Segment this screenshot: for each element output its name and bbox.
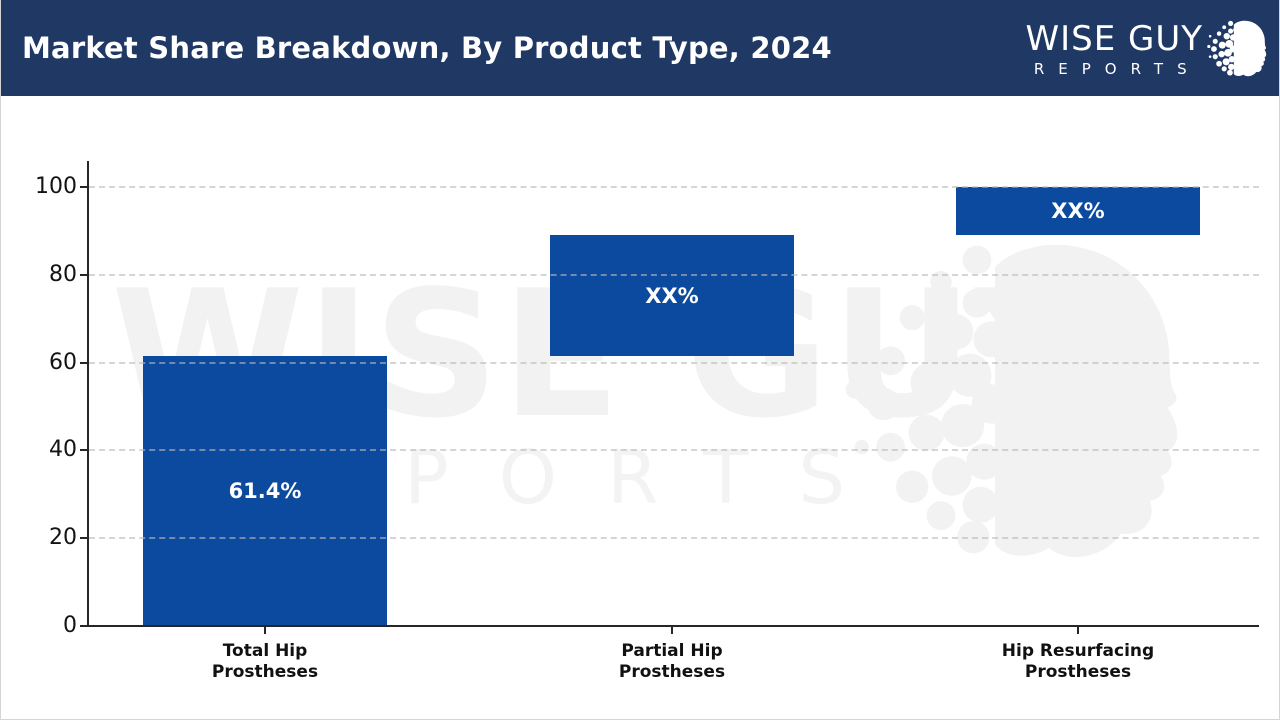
x-axis-tick-mark bbox=[264, 627, 266, 634]
y-axis-tick-label: 60 bbox=[49, 349, 77, 375]
wiseguy-logo-line1: WISE GUY bbox=[1025, 19, 1203, 59]
wiseguy-logo: WISE GUY REPORTS bbox=[1025, 8, 1269, 90]
y-axis-tick-label: 80 bbox=[49, 261, 77, 287]
y-axis-tick-mark bbox=[80, 273, 89, 276]
gridline-40 bbox=[89, 449, 1259, 452]
bar-segment-3 bbox=[956, 187, 1200, 236]
x-axis-category-label: Total Hip Prostheses bbox=[105, 641, 425, 683]
x-axis-category-line: Hip Resurfacing bbox=[1001, 641, 1155, 661]
bar-segment-1 bbox=[143, 356, 387, 626]
y-axis-tick-label: 0 bbox=[63, 613, 77, 638]
y-axis-tick-mark bbox=[80, 625, 89, 627]
bar-value-label: 61.4% bbox=[228, 479, 302, 504]
x-axis-category-line: Partial Hip bbox=[621, 641, 723, 661]
bar-value-label: XX% bbox=[645, 283, 699, 308]
gridline-60 bbox=[89, 361, 1259, 364]
y-axis-tick-mark bbox=[80, 537, 89, 540]
chart-title: Market Share Breakdown, By Product Type,… bbox=[22, 31, 832, 65]
wiseguy-logo-line2: REPORTS bbox=[1033, 60, 1201, 78]
x-axis-category-line: Prostheses bbox=[618, 662, 726, 682]
x-axis-category-line: Prostheses bbox=[211, 662, 319, 682]
x-axis-category-line: Prostheses bbox=[1024, 662, 1132, 682]
wiseguy-head-icon bbox=[1207, 20, 1267, 77]
watermark-head-logo bbox=[845, 244, 1178, 558]
y-axis-tick-mark bbox=[80, 186, 89, 188]
y-axis-tick-label: 20 bbox=[49, 525, 77, 551]
x-axis-category-line: Total Hip bbox=[222, 641, 308, 661]
x-axis-line bbox=[87, 625, 1259, 627]
x-axis-tick-mark bbox=[1077, 627, 1079, 634]
wiseguy-logo-text: WISE GUY REPORTS bbox=[1025, 20, 1203, 78]
x-axis-tick-mark bbox=[671, 627, 673, 634]
bar-value-label: XX% bbox=[1051, 199, 1105, 224]
chart-header-banner: Market Share Breakdown, By Product Type,… bbox=[1, 0, 1279, 96]
y-axis-tick-label: 100 bbox=[35, 174, 77, 199]
y-axis-tick-mark bbox=[80, 449, 89, 452]
y-axis-tick-label: 40 bbox=[49, 437, 77, 463]
bar-segment-2 bbox=[550, 235, 794, 357]
y-axis-tick-mark bbox=[80, 361, 89, 364]
gridline-20 bbox=[89, 537, 1259, 540]
gridline-80 bbox=[89, 273, 1259, 276]
x-axis-category-label: Hip Resurfacing Prostheses bbox=[918, 641, 1238, 683]
y-axis-line bbox=[87, 161, 89, 627]
gridline-100 bbox=[89, 186, 1259, 188]
x-axis-category-label: Partial Hip Prostheses bbox=[512, 641, 832, 683]
